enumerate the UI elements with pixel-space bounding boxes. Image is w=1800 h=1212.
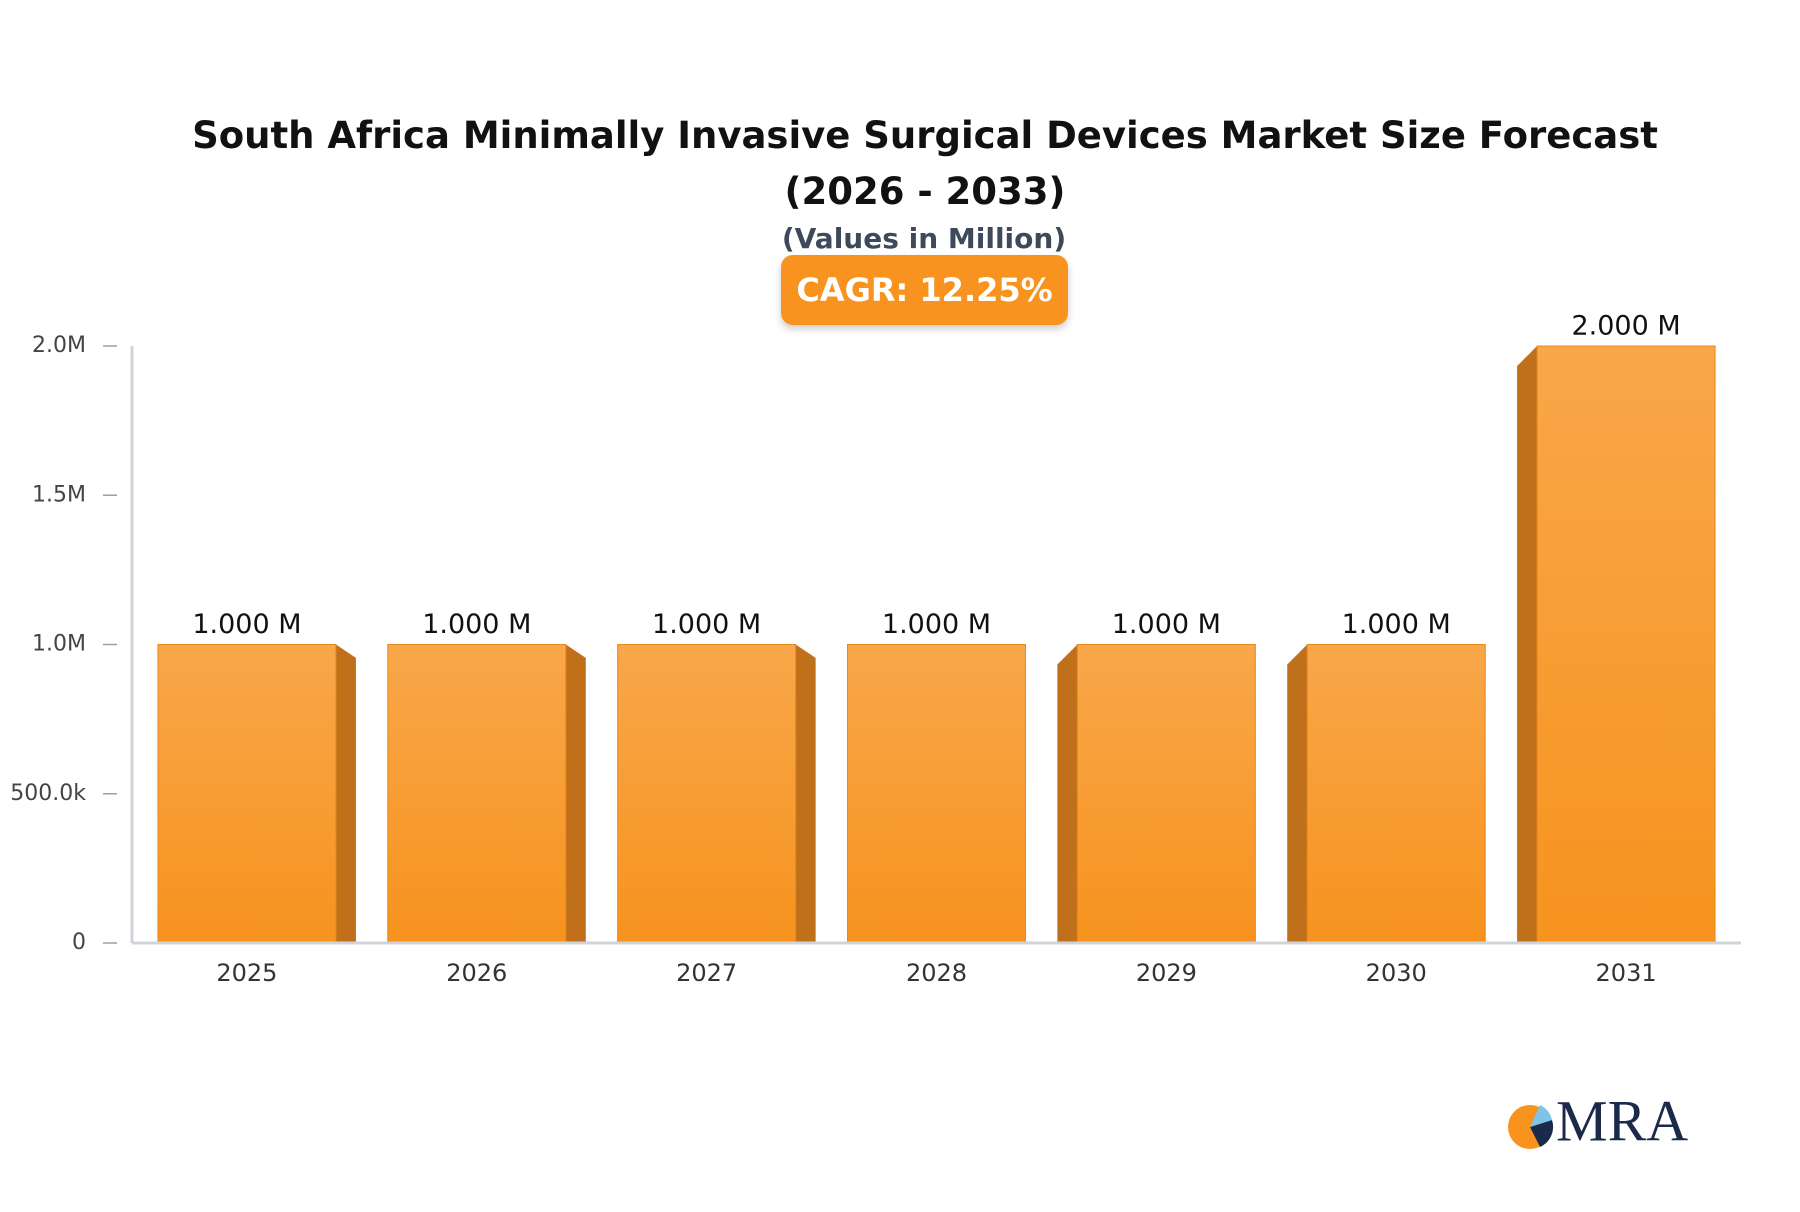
value-label: 2.000 M xyxy=(1571,311,1680,342)
bar-side xyxy=(565,644,586,943)
value-label: 1.000 M xyxy=(652,609,761,640)
bar xyxy=(157,644,337,944)
bar xyxy=(1536,345,1716,944)
x-tick-label: 2027 xyxy=(676,959,737,987)
y-tick-label: 1.5M xyxy=(32,482,86,507)
bar xyxy=(1306,644,1486,944)
value-label: 1.000 M xyxy=(882,609,991,640)
logo-text: MRA xyxy=(1556,1088,1688,1153)
y-tick-label: 2.0M xyxy=(32,333,86,358)
cagr-badge: CAGR: 12.25% xyxy=(781,255,1068,325)
x-tick-label: 2031 xyxy=(1596,959,1657,987)
value-label: 1.000 M xyxy=(192,609,301,640)
x-tick-label: 2025 xyxy=(216,959,277,987)
y-tick-label: 1.0M xyxy=(32,632,86,657)
x-tick-label: 2026 xyxy=(446,959,507,987)
chart-subtitle: (Values in Million) xyxy=(781,222,1067,255)
bar xyxy=(1076,644,1256,944)
bar xyxy=(847,644,1026,944)
value-label: 1.000 M xyxy=(422,609,531,640)
y-tick-label: 500.0k xyxy=(10,781,86,806)
x-tick-label: 2030 xyxy=(1366,959,1427,987)
logo-icon-slice xyxy=(1530,1120,1554,1147)
chart-title: South Africa Minimally Invasive Surgical… xyxy=(192,114,1658,213)
logo-icon-slice xyxy=(1530,1105,1552,1127)
bar-side xyxy=(1517,346,1538,943)
bar xyxy=(617,644,797,944)
x-tick-label: 2028 xyxy=(906,959,967,987)
bar-side xyxy=(1057,644,1078,943)
x-tick-label: 2029 xyxy=(1136,959,1197,987)
bar-side xyxy=(335,644,356,943)
y-tick-label: 0 xyxy=(72,930,86,955)
bar-side xyxy=(1287,644,1308,943)
value-label: 1.000 M xyxy=(1342,609,1451,640)
value-label: 1.000 M xyxy=(1112,609,1221,640)
bar-side xyxy=(795,644,816,943)
bar xyxy=(387,644,567,944)
